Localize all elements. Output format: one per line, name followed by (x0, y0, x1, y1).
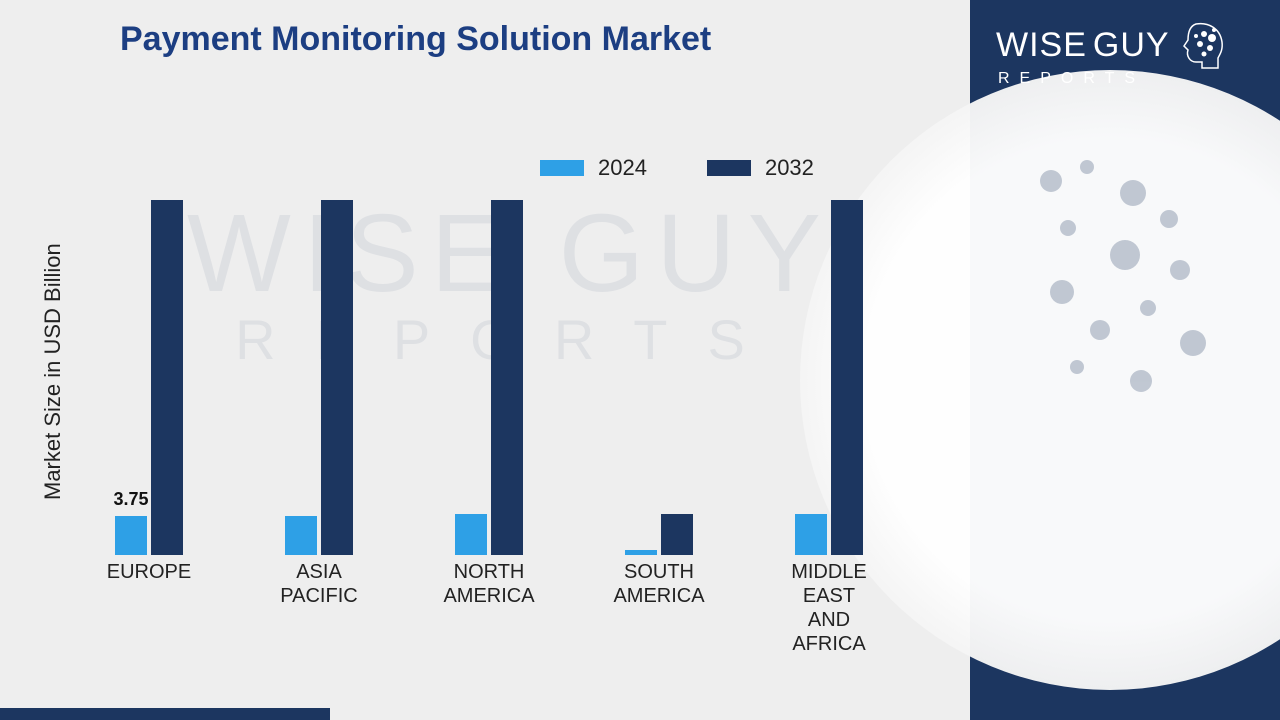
bar-group (625, 195, 693, 555)
bar-2032 (831, 200, 863, 555)
y-axis-label: Market Size in USD Billion (40, 243, 66, 500)
bar-group (455, 195, 523, 555)
plot-area: 3.75 (100, 195, 970, 555)
bar-2024 (285, 516, 317, 555)
bar-2024 (115, 516, 147, 555)
x-axis-label: EUROPE (69, 560, 229, 584)
logo-text-guy: GUY (1093, 26, 1170, 65)
bar-group (285, 195, 353, 555)
bar-group (795, 195, 863, 555)
legend-swatch-2032 (707, 160, 751, 176)
chart-title: Payment Monitoring Solution Market (120, 20, 711, 59)
legend-item-2024: 2024 (540, 155, 647, 181)
canvas: WISE GUY REPORTS Payment Monitoring Solu… (0, 0, 1280, 720)
bar-2024 (455, 514, 487, 555)
logo-text-reports: REPORTS (996, 70, 1256, 88)
legend-item-2032: 2032 (707, 155, 814, 181)
legend-swatch-2024 (540, 160, 584, 176)
bar-value-label: 3.75 (113, 489, 148, 510)
bar-2024 (795, 514, 827, 555)
brand-logo: WISE GUY REPORTS (996, 18, 1256, 88)
x-axis-label: ASIAPACIFIC (239, 560, 399, 608)
bar-2024 (625, 550, 657, 555)
logo-text-wise: WISE (996, 26, 1087, 65)
x-axis-label: MIDDLEEASTANDAFRICA (749, 560, 909, 656)
x-axis-label: NORTHAMERICA (409, 560, 569, 608)
bottom-accent-bar (0, 708, 330, 720)
ai-head-icon (1176, 18, 1230, 72)
bar-2032 (321, 200, 353, 555)
legend-label-2032: 2032 (765, 155, 814, 181)
bar-2032 (661, 514, 693, 555)
bar-2032 (151, 200, 183, 555)
legend: 2024 2032 (540, 155, 814, 181)
bar-2032 (491, 200, 523, 555)
bar-chart: 3.75 (100, 195, 970, 555)
bar-group: 3.75 (115, 195, 183, 555)
x-axis-label: SOUTHAMERICA (579, 560, 739, 608)
legend-label-2024: 2024 (598, 155, 647, 181)
